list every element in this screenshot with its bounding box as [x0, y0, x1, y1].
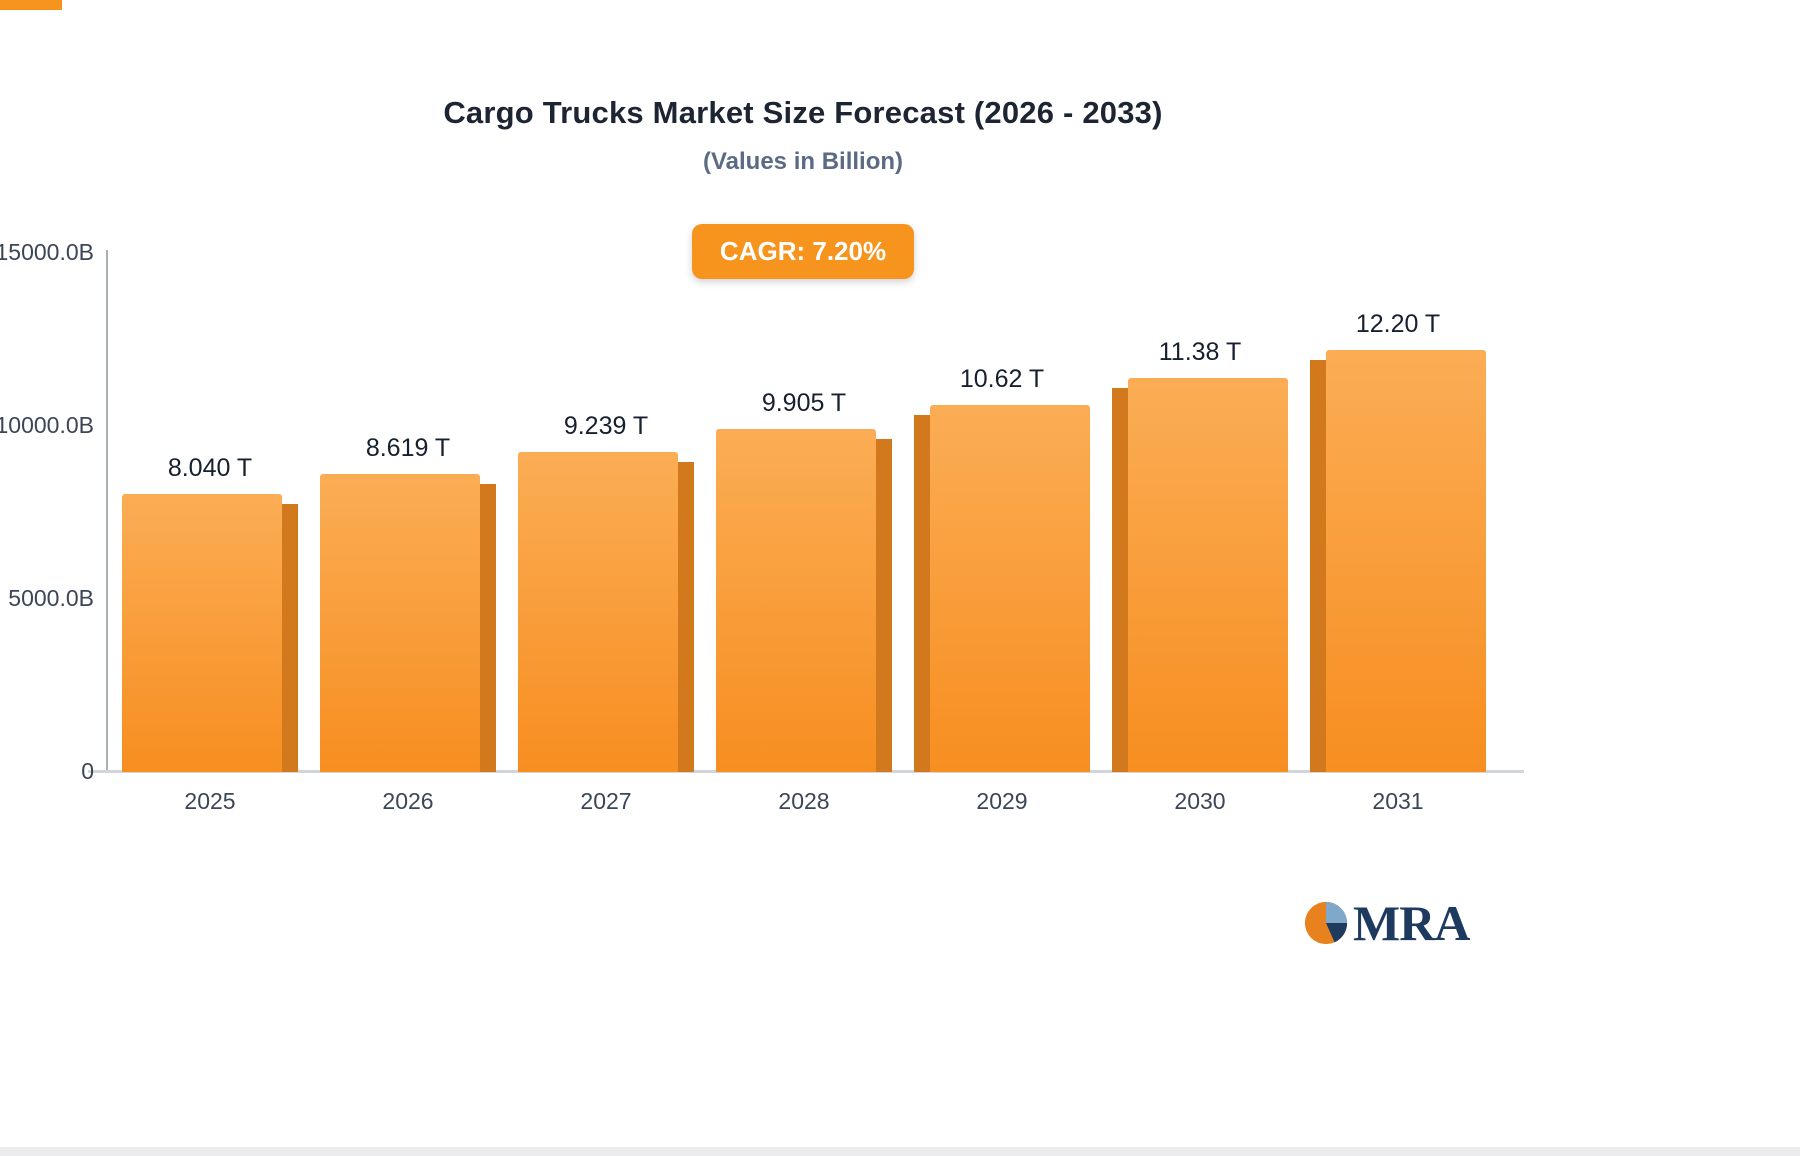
x-axis-label: 2028: [778, 788, 830, 814]
bar-side: [480, 484, 496, 772]
bar-value-label: 8.619 T: [365, 434, 451, 462]
x-axis-label: 2027: [580, 788, 632, 814]
brand-logo: MRA: [1303, 895, 1470, 951]
bar-value-label: 10.62 T: [959, 365, 1045, 393]
bar-2026: [320, 474, 496, 772]
top-left-accent: [0, 0, 62, 10]
bar-side: [914, 415, 930, 772]
bar-2028: [716, 429, 892, 772]
chart-title: Cargo Trucks Market Size Forecast (2026 …: [443, 95, 1163, 130]
bar-value-label: 12.20 T: [1355, 310, 1441, 338]
y-tick-label: 5000.0B: [8, 585, 94, 611]
bar-2027: [518, 452, 694, 772]
bar-face: [320, 474, 480, 772]
bar-side: [1112, 388, 1128, 772]
y-axis-line: [106, 250, 108, 772]
bar-value-label: 9.239 T: [563, 412, 649, 440]
bar-2031: [1310, 350, 1486, 772]
cagr-badge: CAGR: 7.20%: [691, 224, 915, 279]
y-tick-label: 10000.0B: [0, 412, 94, 438]
page-bottom-strip: [0, 1147, 1800, 1156]
logo-text: MRA: [1353, 895, 1470, 951]
bar-value-label: 8.040 T: [167, 454, 253, 482]
x-axis-label: 2030: [1174, 788, 1226, 814]
x-axis-label: 2026: [382, 788, 434, 814]
bar-side: [282, 504, 298, 772]
chart-subtitle: (Values in Billion): [702, 148, 904, 175]
logo-pie-icon: [1304, 901, 1348, 945]
bar-2025: [122, 494, 298, 772]
bar-value-label: 11.38 T: [1158, 338, 1242, 366]
bar-face: [1128, 378, 1288, 772]
bar-side: [876, 439, 892, 772]
bar-side: [678, 462, 694, 772]
bar-2030: [1112, 378, 1288, 772]
bar-face: [716, 429, 876, 772]
y-tick-label: 15000.0B: [0, 239, 94, 265]
bar-value-label: 9.905 T: [761, 389, 847, 417]
x-axis-label: 2025: [184, 788, 236, 814]
bar-face: [1326, 350, 1486, 772]
bar-face: [518, 452, 678, 772]
bar-side: [1310, 360, 1326, 772]
cagr-badge-row: CAGR: 7.20%: [0, 224, 1606, 279]
y-tick-label: 0: [81, 758, 94, 784]
x-axis-label: 2029: [976, 788, 1028, 814]
bar-2029: [914, 405, 1090, 772]
bar-face: [122, 494, 282, 772]
x-axis-label: 2031: [1372, 788, 1424, 814]
bar-face: [930, 405, 1090, 772]
